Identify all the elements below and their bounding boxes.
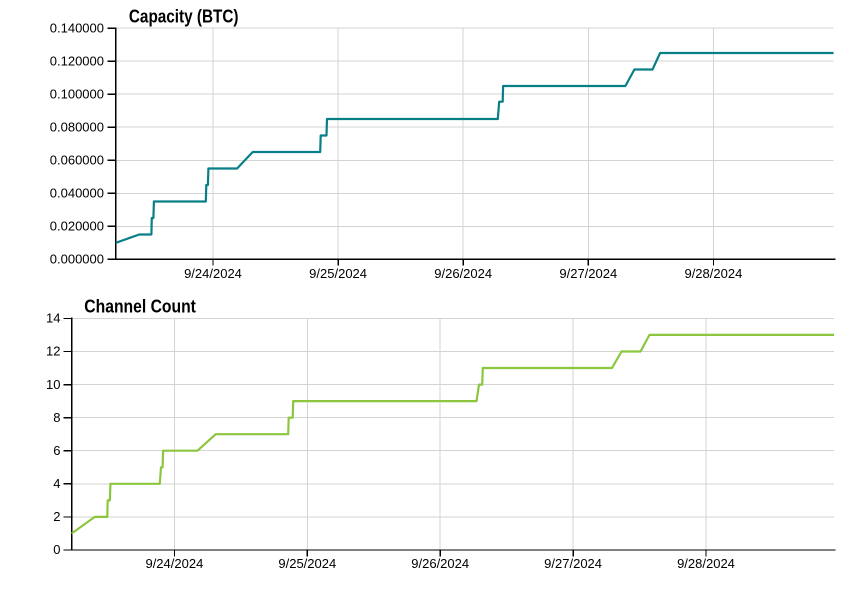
svg-text:0.020000: 0.020000: [50, 219, 104, 234]
svg-text:9/25/2024: 9/25/2024: [278, 556, 336, 571]
svg-text:6: 6: [53, 443, 60, 458]
svg-text:9/27/2024: 9/27/2024: [544, 556, 602, 571]
svg-text:9/28/2024: 9/28/2024: [684, 266, 742, 281]
svg-text:9/25/2024: 9/25/2024: [309, 266, 367, 281]
svg-text:0: 0: [53, 542, 60, 557]
svg-text:0.120000: 0.120000: [50, 53, 104, 68]
svg-text:9/24/2024: 9/24/2024: [145, 556, 203, 571]
svg-text:0.140000: 0.140000: [50, 20, 104, 35]
svg-text:2: 2: [53, 509, 60, 524]
svg-text:12: 12: [46, 344, 60, 359]
svg-text:9/28/2024: 9/28/2024: [677, 556, 735, 571]
svg-text:14: 14: [46, 311, 60, 326]
svg-text:9/26/2024: 9/26/2024: [411, 556, 469, 571]
svg-text:9/27/2024: 9/27/2024: [559, 266, 617, 281]
svg-text:4: 4: [53, 476, 60, 491]
svg-text:0.000000: 0.000000: [50, 252, 104, 267]
svg-text:0.100000: 0.100000: [50, 86, 104, 101]
svg-text:10: 10: [46, 377, 60, 392]
svg-text:9/24/2024: 9/24/2024: [184, 266, 242, 281]
svg-text:0.060000: 0.060000: [50, 153, 104, 168]
svg-text:Channel Count: Channel Count: [84, 297, 196, 317]
svg-text:9/26/2024: 9/26/2024: [434, 266, 492, 281]
svg-text:0.080000: 0.080000: [50, 119, 104, 134]
svg-text:Capacity (BTC): Capacity (BTC): [129, 7, 239, 27]
svg-text:8: 8: [53, 410, 60, 425]
svg-text:0.040000: 0.040000: [50, 186, 104, 201]
